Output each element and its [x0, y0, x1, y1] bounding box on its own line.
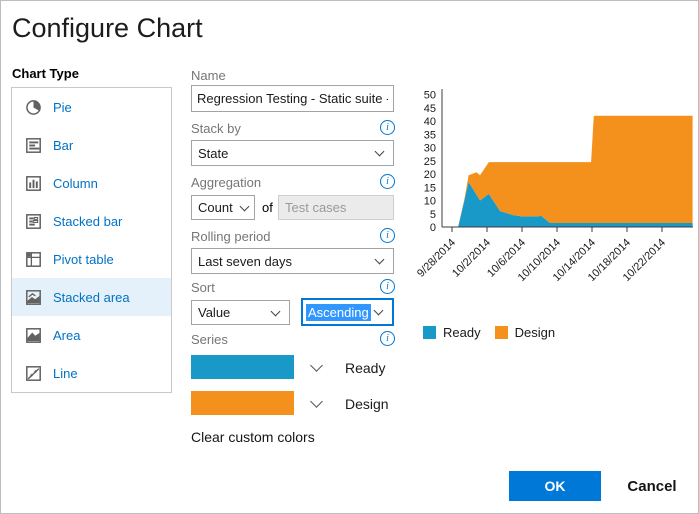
- chart-type-heading: Chart Type: [12, 66, 79, 81]
- series-color-swatch-design[interactable]: [191, 391, 294, 415]
- chevron-down-icon[interactable]: [310, 395, 323, 408]
- stack-by-label: Stack by: [191, 121, 241, 136]
- of-label: of: [262, 200, 273, 215]
- chart-type-item-pie[interactable]: Pie: [12, 88, 171, 126]
- chart-type-label: Pivot table: [53, 251, 114, 267]
- svg-text:5: 5: [430, 209, 436, 221]
- chevron-down-icon: [374, 254, 385, 265]
- legend-swatch-design: [494, 326, 508, 339]
- stack-by-select[interactable]: State: [191, 140, 394, 166]
- svg-text:45: 45: [424, 103, 436, 115]
- cancel-button[interactable]: Cancel: [627, 477, 677, 495]
- svg-text:30: 30: [424, 143, 436, 155]
- chevron-down-icon: [239, 201, 250, 211]
- chart-type-item-bar[interactable]: Bar: [12, 126, 171, 164]
- chart-type-label: Stacked bar: [53, 213, 123, 229]
- series-color-swatch-ready[interactable]: [191, 355, 294, 379]
- series-name-ready: Ready: [345, 360, 386, 376]
- svg-text:35: 35: [424, 129, 436, 141]
- svg-text:0: 0: [430, 222, 436, 234]
- legend-swatch-ready: [423, 326, 436, 339]
- chevron-down-icon[interactable]: [310, 359, 323, 372]
- chart-type-item-stacked-bar[interactable]: Stacked bar: [12, 202, 171, 240]
- rolling-period-value: Last seven days: [198, 253, 292, 269]
- clear-custom-colors-link[interactable]: Clear custom colors: [191, 429, 315, 445]
- line-chart-icon: [25, 365, 42, 382]
- pivot-table-icon: [25, 251, 42, 268]
- sort-order-select[interactable]: Ascending: [301, 298, 394, 326]
- chart-type-label: Bar: [53, 137, 74, 153]
- rolling-period-label: Rolling period: [191, 229, 271, 244]
- rolling-period-info-icon[interactable]: i: [380, 228, 395, 243]
- chevron-down-icon: [270, 306, 281, 316]
- sort-field-select[interactable]: Value: [191, 300, 290, 325]
- stack-by-value: State: [198, 145, 229, 161]
- name-input[interactable]: [191, 85, 394, 112]
- chart-type-label: Area: [53, 327, 81, 343]
- stack-by-info-icon[interactable]: i: [380, 120, 395, 135]
- sort-field-value: Value: [198, 305, 231, 320]
- chart-type-item-pivot-table[interactable]: Pivot table: [12, 240, 171, 278]
- svg-text:20: 20: [424, 169, 436, 181]
- ok-button[interactable]: OK: [509, 471, 601, 501]
- chart-type-item-stacked-area[interactable]: Stacked area: [12, 278, 171, 316]
- aggregation-field-input: Test cases: [278, 195, 394, 220]
- aggregation-info-icon[interactable]: i: [380, 174, 395, 189]
- legend-item-ready: Ready: [423, 325, 481, 340]
- page-title: Configure Chart: [12, 13, 203, 43]
- svg-text:40: 40: [424, 116, 436, 128]
- rolling-period-select[interactable]: Last seven days: [191, 248, 394, 274]
- chart-type-label: Column: [53, 175, 98, 191]
- legend-label-design: Design: [514, 325, 556, 340]
- stacked-bar-chart-icon: [25, 213, 42, 230]
- chart-type-item-area[interactable]: Area: [12, 316, 171, 354]
- chart-type-list: Pie Bar Column Stacked bar Pivot table: [11, 87, 172, 393]
- legend-item-design: Design: [494, 325, 556, 340]
- chart-type-item-column[interactable]: Column: [12, 164, 171, 202]
- chart-type-label: Pie: [53, 99, 72, 115]
- svg-text:50: 50: [424, 90, 436, 102]
- legend-label-ready: Ready: [443, 325, 481, 340]
- series-info-icon[interactable]: i: [380, 331, 395, 346]
- svg-text:10: 10: [424, 196, 436, 208]
- series-label: Series: [191, 332, 228, 347]
- sort-info-icon[interactable]: i: [380, 279, 395, 294]
- bar-chart-icon: [25, 137, 42, 154]
- aggregation-label: Aggregation: [191, 175, 262, 190]
- svg-text:25: 25: [424, 156, 436, 168]
- column-chart-icon: [25, 175, 42, 192]
- area-chart-icon: [25, 327, 42, 344]
- series-name-design: Design: [345, 396, 389, 412]
- chart-type-item-line[interactable]: Line: [12, 354, 171, 392]
- chart-type-label: Stacked area: [53, 289, 130, 305]
- chart-type-label: Line: [53, 365, 78, 381]
- pie-chart-icon: [25, 99, 42, 116]
- sort-label: Sort: [191, 280, 215, 295]
- chart-legend: Ready Design: [423, 325, 555, 340]
- chevron-down-icon: [373, 305, 384, 316]
- stacked-area-chart-icon: [25, 289, 42, 306]
- name-label: Name: [191, 68, 226, 83]
- chart-preview: 051015202530354045509/28/201410/2/201410…: [415, 89, 693, 284]
- aggregation-value: Count: [198, 200, 233, 215]
- chevron-down-icon: [374, 146, 385, 157]
- svg-text:15: 15: [424, 182, 436, 194]
- sort-order-value: Ascending: [306, 303, 371, 321]
- aggregation-select[interactable]: Count: [191, 195, 255, 220]
